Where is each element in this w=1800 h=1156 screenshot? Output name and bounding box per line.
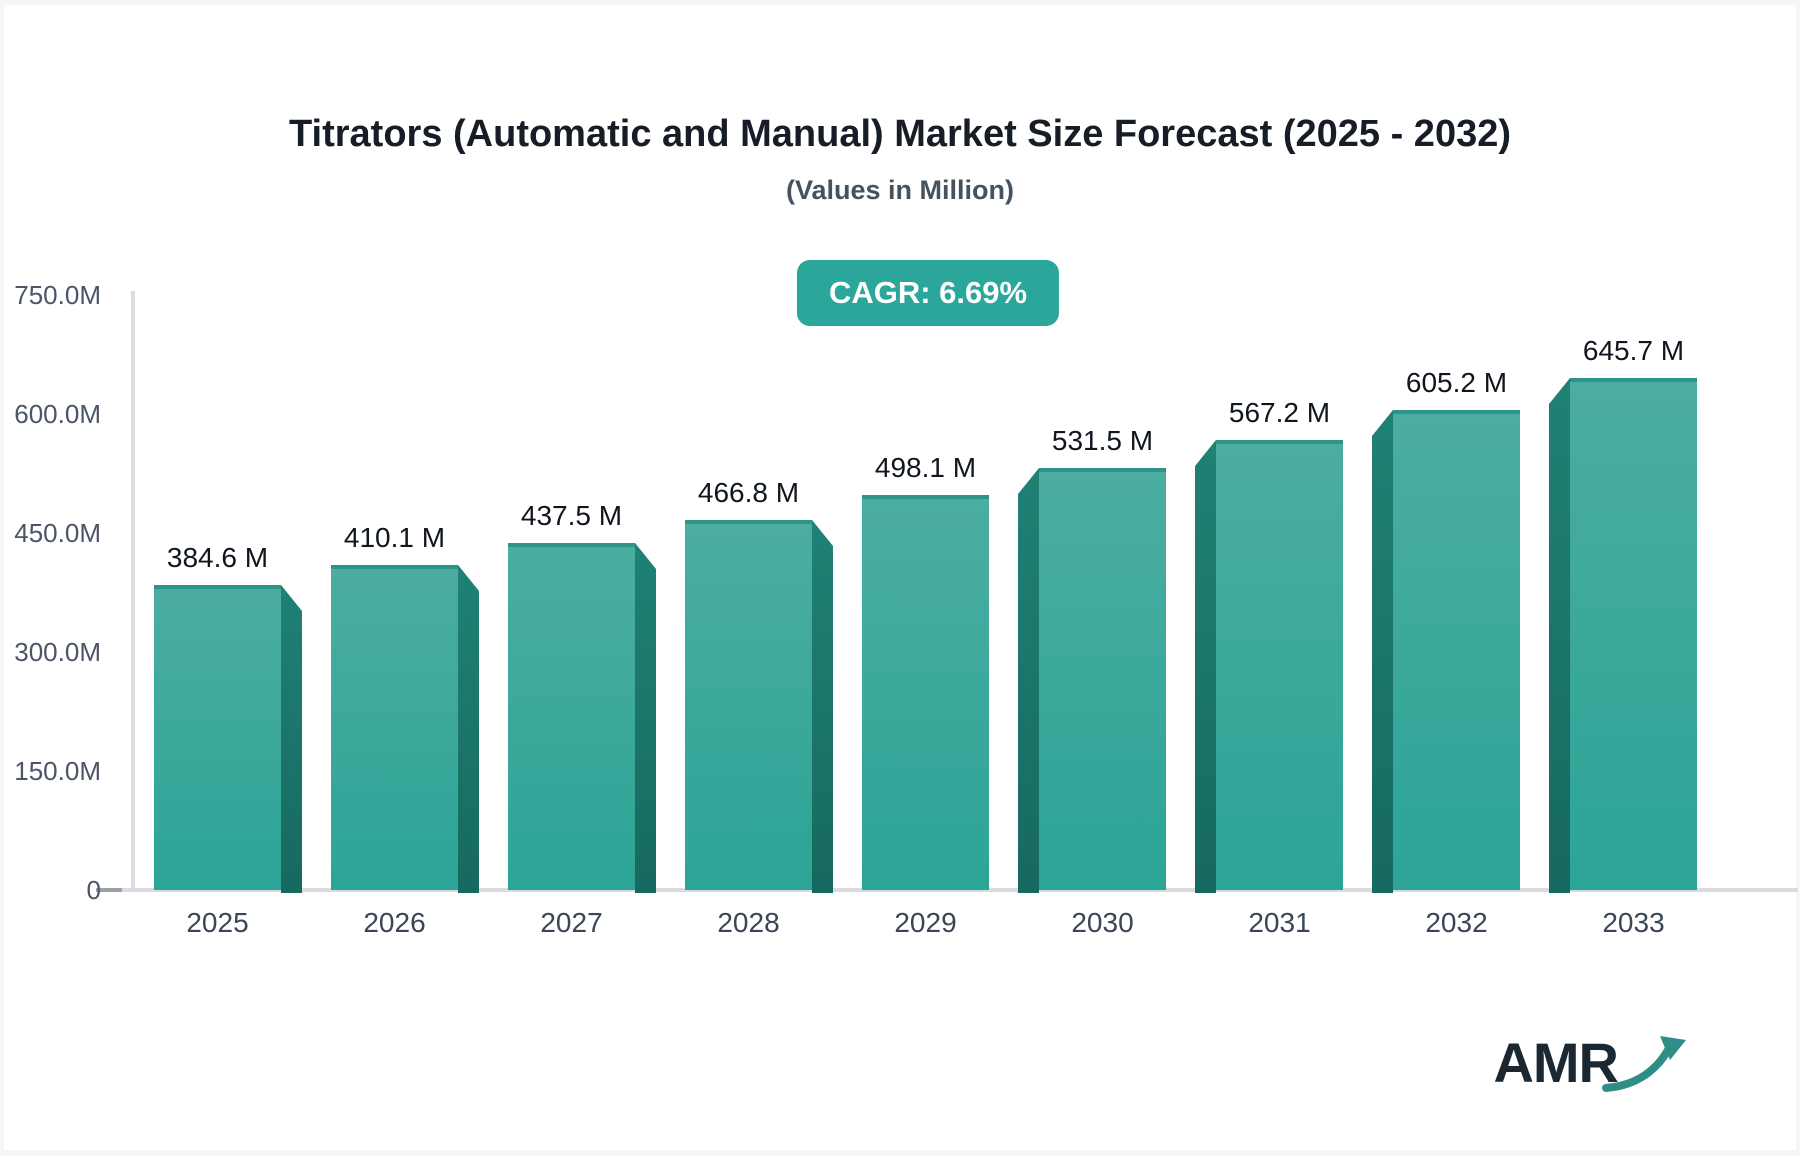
y-axis-tick-label: 750.0M — [14, 280, 101, 310]
bar-3d-side-2028 — [812, 520, 833, 893]
bar-top-edge — [1393, 410, 1520, 414]
x-axis-label-2028: 2028 — [717, 907, 780, 938]
x-axis-label-2031: 2031 — [1248, 907, 1311, 938]
bar-3d-side-2030 — [1018, 468, 1039, 893]
bar-3d-side-2033 — [1549, 378, 1570, 893]
bar-value-label: 410.1 M — [343, 522, 446, 553]
chart-subtitle: (Values in Million) — [785, 175, 1015, 205]
bar-2029[interactable] — [862, 495, 989, 890]
x-axis-label-2032: 2032 — [1425, 907, 1488, 938]
bar-3d-side-2031 — [1195, 440, 1216, 893]
x-axis-line — [118, 888, 1798, 892]
bar-top-edge — [1216, 440, 1343, 444]
bar-value-label: 384.6 M — [166, 542, 269, 573]
amr-logo-text: AMR — [1493, 1031, 1619, 1094]
trend-up-arrow-icon — [1602, 1036, 1686, 1092]
bar-2025[interactable] — [154, 585, 281, 890]
bar-value-label: 466.8 M — [697, 477, 800, 508]
y-axis-tick-label: 300.0M — [14, 637, 101, 667]
bar-top-edge — [685, 520, 812, 524]
bar-2026[interactable] — [331, 565, 458, 890]
bar-2027[interactable] — [508, 543, 635, 890]
zero-tick-mark — [96, 888, 122, 892]
x-axis-label-2027: 2027 — [540, 907, 603, 938]
bar-top-edge — [508, 543, 635, 547]
bar-value-label: 605.2 M — [1405, 367, 1508, 398]
amr-logo: AMR — [1493, 1031, 1690, 1094]
y-axis-tick-label: 450.0M — [14, 518, 101, 548]
bar-value-label: 645.7 M — [1582, 335, 1685, 366]
bar-2030[interactable] — [1039, 468, 1166, 890]
bar-top-edge — [862, 495, 989, 499]
bar-top-edge — [331, 565, 458, 569]
chart-card: Titrators (Automatic and Manual) Market … — [4, 5, 1798, 1150]
y-axis-line — [131, 291, 135, 892]
y-axis-tick-label: 600.0M — [14, 399, 101, 429]
bar-value-label: 531.5 M — [1051, 425, 1154, 456]
plot-area: 750.0M 600.0M 450.0M 300.0M 150.0M 0 384.6 M 4… — [14, 280, 1798, 938]
bar-value-label: 498.1 M — [874, 452, 977, 483]
y-axis-tick-label: 150.0M — [14, 756, 101, 786]
bar-2028[interactable] — [685, 520, 812, 890]
bar-value-label: 437.5 M — [520, 500, 623, 531]
bar-3d-side-2027 — [635, 543, 656, 893]
x-axis-label-2025: 2025 — [186, 907, 249, 938]
x-axis-label-2029: 2029 — [894, 907, 957, 938]
cagr-badge: CAGR: 6.69% — [796, 260, 1060, 326]
bar-top-edge — [154, 585, 281, 589]
bar-3d-side-2025 — [281, 585, 302, 893]
bar-2033[interactable] — [1570, 378, 1697, 890]
x-axis-label-2030: 2030 — [1071, 907, 1134, 938]
y-axis-tick-label: 0 — [86, 875, 101, 905]
bar-3d-side-2032 — [1372, 410, 1393, 893]
bar-top-edge — [1039, 468, 1166, 472]
bar-2032[interactable] — [1393, 410, 1520, 890]
x-axis-label-2026: 2026 — [363, 907, 426, 938]
bar-value-label: 567.2 M — [1228, 397, 1331, 428]
x-axis-label-2033: 2033 — [1602, 907, 1665, 938]
bar-top-edge — [1570, 378, 1697, 382]
bar-2031[interactable] — [1216, 440, 1343, 890]
bar-3d-side-2026 — [458, 565, 479, 893]
chart-title: Titrators (Automatic and Manual) Market … — [289, 113, 1511, 155]
